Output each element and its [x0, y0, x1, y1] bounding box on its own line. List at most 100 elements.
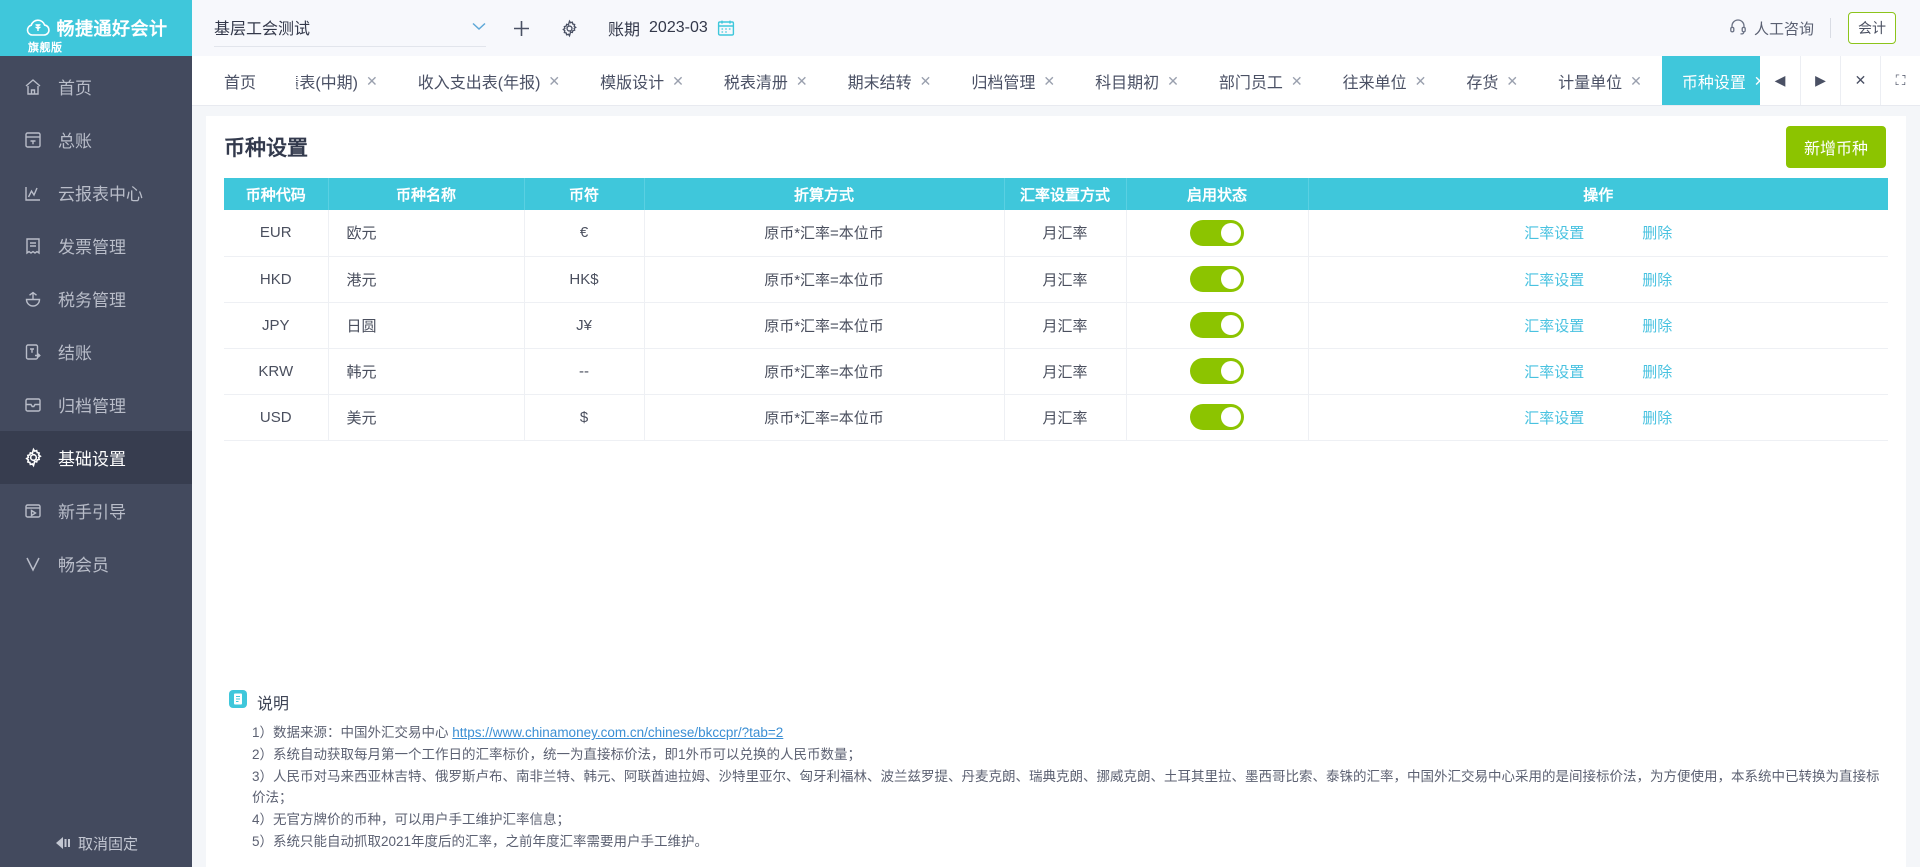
- calendar-icon[interactable]: [717, 19, 735, 37]
- prev-arrow-icon[interactable]: ◀: [1774, 72, 1786, 88]
- sidebar-item-label: 畅会员: [58, 556, 109, 575]
- tab-income-expense-annual[interactable]: 收入支出表(年报) ✕: [398, 56, 580, 105]
- sidebar-item-ledger[interactable]: 总账: [0, 113, 192, 166]
- enable-toggle[interactable]: [1190, 312, 1244, 338]
- tab-period-end-carryover[interactable]: 期末结转 ✕: [828, 56, 952, 105]
- brand-logo[interactable]: 畅捷通好会计 旗舰版: [0, 0, 192, 56]
- sidebar-unpin-label: 取消固定: [77, 835, 138, 853]
- close-icon[interactable]: ✕: [366, 72, 378, 89]
- table-body: EUR 欧元 € 原币*汇率=本位币 月汇率 汇率设置: [224, 210, 1888, 441]
- tab-archive-management[interactable]: 归档管理 ✕: [951, 56, 1075, 105]
- org-selector[interactable]: 基层工会测试: [214, 9, 486, 47]
- cell-status: [1126, 210, 1309, 257]
- delete-link[interactable]: 删除: [1642, 225, 1673, 243]
- cell-code: EUR: [224, 210, 329, 257]
- tab-tax-form-list[interactable]: 税表清册 ✕: [704, 56, 828, 105]
- sidebar-unpin-button[interactable]: 取消固定: [0, 819, 192, 867]
- table-header-row: 币种代码 币种名称 币符 折算方式 汇率设置方式 启用状态 操作: [224, 178, 1888, 210]
- sidebar-item-cloud-report[interactable]: 云报表中心: [0, 166, 192, 219]
- tab-strip: 首页 资产负债表(中期) ✕ 收入支出表(年报) ✕ 模版设计 ✕ 税表清册 ✕: [192, 56, 1920, 106]
- tab-list: 首页 资产负债表(中期) ✕ 收入支出表(年报) ✕ 模版设计 ✕ 税表清册 ✕: [192, 56, 1760, 105]
- sidebar-item-tax[interactable]: 税务管理: [0, 272, 192, 325]
- rate-settings-link[interactable]: 汇率设置: [1524, 225, 1585, 243]
- cell-symbol: $: [524, 394, 645, 441]
- top-header: 基层工会测试 账期 2023-03: [192, 0, 1920, 56]
- sidebar-item-home[interactable]: 首页: [0, 60, 192, 113]
- toggle-knob: [1221, 361, 1241, 381]
- cell-status: [1126, 394, 1309, 441]
- delete-link[interactable]: 删除: [1642, 409, 1673, 427]
- delete-link[interactable]: 删除: [1642, 363, 1673, 381]
- close-icon[interactable]: ✕: [919, 72, 932, 89]
- enable-toggle[interactable]: [1190, 219, 1244, 246]
- delete-link[interactable]: 删除: [1642, 317, 1673, 335]
- tab-measurement-unit[interactable]: 计量单位 ✕: [1538, 56, 1662, 105]
- tab-label: 模版设计: [600, 74, 665, 92]
- tab-department-employee[interactable]: 部门员工 ✕: [1199, 56, 1323, 105]
- content-card: 币种设置 新增币种 币种代码 币种名称 币符: [206, 116, 1906, 867]
- settings-gear-button[interactable]: [556, 15, 582, 41]
- cell-rate-mode: 月汇率: [1004, 210, 1127, 257]
- tab-nav-controls: ◀ ▶ ✕ ⛶: [1760, 56, 1920, 105]
- toggle-knob: [1221, 269, 1241, 289]
- close-icon[interactable]: ✕: [1506, 72, 1519, 89]
- close-icon[interactable]: ✕: [795, 72, 808, 89]
- rate-settings-link[interactable]: 汇率设置: [1524, 271, 1585, 289]
- accounting-period: 账期 2023-03: [608, 16, 735, 40]
- sidebar-item-guide[interactable]: 新手引导: [0, 484, 192, 537]
- tab-trading-partner[interactable]: 往来单位 ✕: [1323, 56, 1447, 105]
- enable-toggle[interactable]: [1190, 404, 1244, 430]
- tab-label: 税表清册: [723, 74, 788, 92]
- sidebar-item-closing[interactable]: 结账: [0, 325, 192, 378]
- close-icon[interactable]: ✕: [1753, 72, 1760, 89]
- table-row[interactable]: USD 美元 $ 原币*汇率=本位币 月汇率 汇率设置: [224, 394, 1888, 441]
- tab-currency-settings[interactable]: 币种设置 ✕: [1661, 56, 1760, 105]
- cell-conversion: 原币*汇率=本位币: [644, 210, 1005, 257]
- tab-balance-sheet-interim[interactable]: 资产负债表(中期) ✕: [276, 56, 398, 105]
- rate-settings-link[interactable]: 汇率设置: [1524, 363, 1585, 381]
- sidebar-item-invoice[interactable]: 发票管理: [0, 219, 192, 272]
- table-row[interactable]: KRW 韩元 -- 原币*汇率=本位币 月汇率 汇率设: [224, 348, 1888, 395]
- add-button[interactable]: [508, 15, 534, 41]
- table-row[interactable]: HKD 港元 HK$ 原币*汇率=本位币 月汇率 汇率: [224, 256, 1888, 303]
- close-icon[interactable]: ✕: [1414, 72, 1427, 89]
- close-icon[interactable]: ✕: [1290, 72, 1303, 89]
- enable-toggle[interactable]: [1190, 266, 1244, 292]
- add-currency-button[interactable]: 新增币种: [1785, 126, 1886, 168]
- org-name: 基层工会测试: [214, 20, 311, 38]
- tab-inventory[interactable]: 存货 ✕: [1446, 56, 1538, 105]
- sidebar-item-archive[interactable]: 归档管理: [0, 378, 192, 431]
- rate-settings-link[interactable]: 汇率设置: [1524, 409, 1585, 427]
- sidebar-item-label: 总账: [58, 132, 92, 151]
- close-icon[interactable]: ✕: [1043, 72, 1056, 89]
- rate-settings-link[interactable]: 汇率设置: [1524, 317, 1585, 335]
- data-source-link[interactable]: https://www.chinamoney.com.cn/chinese/bk…: [452, 725, 784, 740]
- period-value[interactable]: 2023-03: [649, 19, 708, 36]
- table-row[interactable]: EUR 欧元 € 原币*汇率=本位币 月汇率 汇率设置: [224, 210, 1888, 257]
- tab-account-opening[interactable]: 科目期初 ✕: [1075, 56, 1199, 105]
- close-icon[interactable]: ✕: [1630, 72, 1642, 89]
- role-badge[interactable]: 会计: [1848, 12, 1896, 44]
- table-row[interactable]: JPY 日圆 J¥ 原币*汇率=本位币 月汇率 汇率设: [224, 302, 1888, 349]
- close-icon[interactable]: ✕: [548, 72, 561, 89]
- chart-icon: [22, 182, 44, 204]
- sidebar-item-vip[interactable]: 畅会员: [0, 537, 192, 590]
- gear-icon: [22, 447, 44, 469]
- next-arrow-icon[interactable]: ▶: [1800, 56, 1840, 105]
- tab-home[interactable]: 首页: [204, 56, 276, 105]
- sidebar-item-basic-settings[interactable]: 基础设置: [0, 431, 192, 484]
- fullscreen-icon[interactable]: ⛶: [1880, 56, 1920, 105]
- cloud-logo-icon: [25, 15, 51, 41]
- delete-link[interactable]: 删除: [1642, 271, 1673, 289]
- column-header-code: 币种代码: [224, 178, 329, 210]
- enable-toggle[interactable]: [1190, 358, 1244, 384]
- close-icon[interactable]: ✕: [672, 72, 684, 89]
- cell-rate-mode: 月汇率: [1004, 348, 1127, 395]
- cell-operations: 汇率设置 删除: [1308, 348, 1888, 395]
- human-consult-button[interactable]: 人工咨询: [1729, 17, 1830, 39]
- tab-template-design[interactable]: 模版设计 ✕: [580, 56, 704, 105]
- note-line: 3）人民币对马来西亚林吉特、俄罗斯卢布、南非兰特、韩元、阿联酋迪拉姆、沙特里亚尔…: [252, 769, 1880, 805]
- sidebar-item-label: 发票管理: [58, 238, 126, 257]
- close-icon[interactable]: ✕: [1167, 72, 1179, 89]
- close-all-icon[interactable]: ✕: [1840, 56, 1880, 105]
